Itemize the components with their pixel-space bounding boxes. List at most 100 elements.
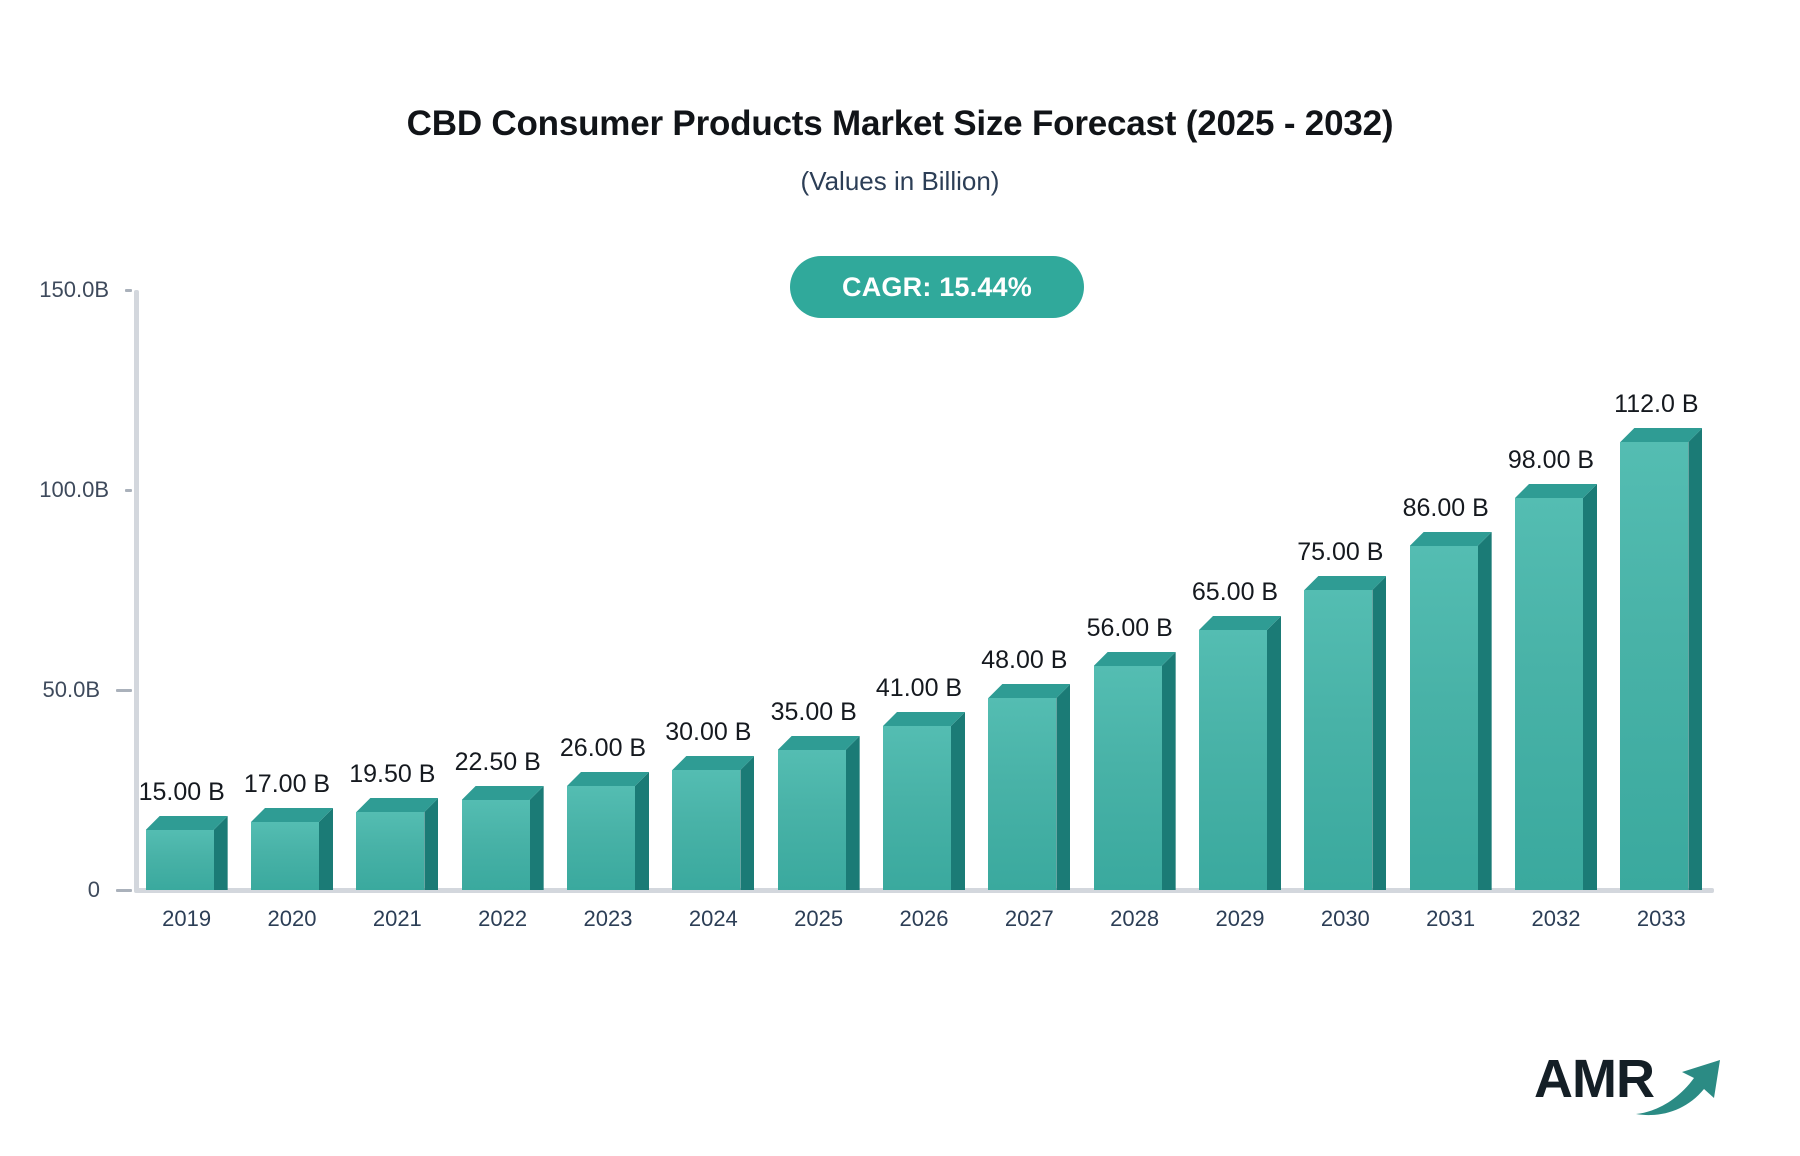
bar-front-face xyxy=(1409,546,1478,890)
bar-value-label: 22.50 B xyxy=(454,748,541,776)
bar-front-face xyxy=(883,726,951,890)
bar-value-label: 56.00 B xyxy=(1086,614,1173,642)
bar-top-face xyxy=(988,684,1070,698)
bar-series: 15.00 B 17.00 B 19.50 B 22.50 B 26.00 B 30.00… xyxy=(134,290,1714,890)
x-axis-label-2023: 2023 xyxy=(583,906,633,931)
amr-logo: AMR xyxy=(1534,1044,1734,1120)
bar-value-label: 112.0 B xyxy=(1614,390,1699,418)
chart-subtitle: (Values in Billion) xyxy=(800,166,1000,196)
bar-side-face xyxy=(1161,652,1176,890)
bar-2032: 98.00 B xyxy=(1508,446,1597,890)
y-axis-tick: 100.0B xyxy=(39,477,132,503)
bar-top-face xyxy=(1515,484,1597,498)
x-axis-label-2028: 2028 xyxy=(1110,906,1160,931)
bar-side-face xyxy=(1267,616,1281,890)
bar-top-face xyxy=(1304,576,1386,590)
bar-2031: 86.00 B xyxy=(1403,494,1492,890)
bar-top-face xyxy=(462,786,544,800)
bar-value-label: 15.00 B xyxy=(138,778,225,806)
bar-top-face xyxy=(567,772,649,786)
bar-side-face xyxy=(529,786,544,890)
bar-2022: 22.50 B xyxy=(455,748,544,890)
x-axis-label-2027: 2027 xyxy=(1004,906,1054,931)
bar-2024: 30.00 B xyxy=(665,718,755,890)
bar-front-face xyxy=(145,830,214,890)
x-axis-label-2021: 2021 xyxy=(372,906,422,931)
y-axis-tick: 0 xyxy=(88,877,132,903)
bar-top-face xyxy=(1410,532,1492,546)
bar-side-face xyxy=(635,772,649,890)
bar-2028: 56.00 B xyxy=(1087,614,1176,890)
y-axis-tick-mark xyxy=(125,288,132,292)
bar-2019: 15.00 B xyxy=(139,778,228,890)
bar-front-face xyxy=(251,822,319,890)
bar-top-face xyxy=(1094,652,1176,666)
bar-2023: 26.00 B xyxy=(560,734,649,890)
bar-front-face xyxy=(777,750,846,890)
y-axis: 0 50.0B 100.0B 150.0B xyxy=(0,0,132,1156)
bar-2030: 75.00 B xyxy=(1297,538,1387,890)
bar-side-face xyxy=(319,808,333,890)
y-axis-tick: 50.0B xyxy=(42,677,132,703)
y-axis-tick-label: 50.0B xyxy=(42,677,101,702)
bar-side-face xyxy=(1688,428,1703,890)
y-axis-line xyxy=(134,290,139,892)
bar-side-face xyxy=(1056,684,1071,890)
bar-top-face xyxy=(356,798,438,812)
bar-2021: 19.50 B xyxy=(349,760,439,890)
y-axis-tick-mark xyxy=(116,688,132,692)
bar-side-face xyxy=(951,712,965,890)
bar-front-face xyxy=(1093,666,1162,890)
x-axis-label-2022: 2022 xyxy=(478,906,528,931)
x-axis-label-2029: 2029 xyxy=(1215,906,1265,931)
page-title: CBD Consumer Products Market Size Foreca… xyxy=(406,104,1394,143)
y-axis-tick-label: 100.0B xyxy=(39,477,109,502)
bar-top-face xyxy=(883,712,965,726)
bar-2033: 112.0 B xyxy=(1614,390,1703,890)
bar-value-label: 30.00 B xyxy=(665,718,752,746)
bar-side-face xyxy=(1477,532,1492,890)
x-axis-label-2030: 2030 xyxy=(1320,906,1370,931)
bar-front-face xyxy=(461,800,530,890)
bar-front-face xyxy=(1304,590,1373,890)
x-axis-label-2026: 2026 xyxy=(899,906,949,931)
bar-front-face xyxy=(988,698,1057,890)
cagr-badge-label: CAGR: 15.44% xyxy=(842,271,1032,302)
bar-front-face xyxy=(1199,630,1267,890)
amr-logo-text: AMR xyxy=(1534,1049,1655,1109)
bar-2029: 65.00 B xyxy=(1192,578,1281,890)
y-axis-tick-mark xyxy=(125,488,132,492)
bar-top-face xyxy=(1620,428,1702,442)
x-axis-label-2032: 2032 xyxy=(1531,906,1581,931)
x-axis: 2019 2020 2021 2022 2023 2024 2025 2026 2027 2028… xyxy=(134,906,1714,942)
growth-arrow-icon xyxy=(1636,1060,1720,1116)
bar-value-label: 48.00 B xyxy=(981,646,1068,674)
bar-value-label: 26.00 B xyxy=(559,734,647,762)
bar-front-face xyxy=(672,770,741,890)
bar-top-face xyxy=(672,756,754,770)
bar-2027: 48.00 B xyxy=(981,646,1071,890)
bar-value-label: 75.00 B xyxy=(1297,538,1384,566)
bar-2026: 41.00 B xyxy=(876,674,965,890)
x-axis-label-2033: 2033 xyxy=(1636,906,1686,931)
bar-side-face xyxy=(845,736,860,890)
bar-top-face xyxy=(778,736,860,750)
bar-top-face xyxy=(251,808,333,822)
bar-side-face xyxy=(424,798,439,890)
x-axis-label-2031: 2031 xyxy=(1426,906,1476,931)
bar-value-label: 19.50 B xyxy=(349,760,436,788)
bar-value-label: 35.00 B xyxy=(770,698,857,726)
bar-front-face xyxy=(567,786,635,890)
bar-value-label: 41.00 B xyxy=(875,674,963,702)
bar-front-face xyxy=(1515,498,1583,890)
bar-side-face xyxy=(740,756,755,890)
bar-top-face xyxy=(1199,616,1281,630)
bar-top-face xyxy=(146,816,228,830)
x-axis-label-2020: 2020 xyxy=(267,906,317,931)
bar-value-label: 65.00 B xyxy=(1191,578,1279,606)
bar-front-face xyxy=(356,812,425,890)
bar-side-face xyxy=(1372,576,1387,890)
cagr-badge: CAGR: 15.44% xyxy=(790,256,1084,318)
y-axis-tick-label: 0 xyxy=(87,877,100,902)
